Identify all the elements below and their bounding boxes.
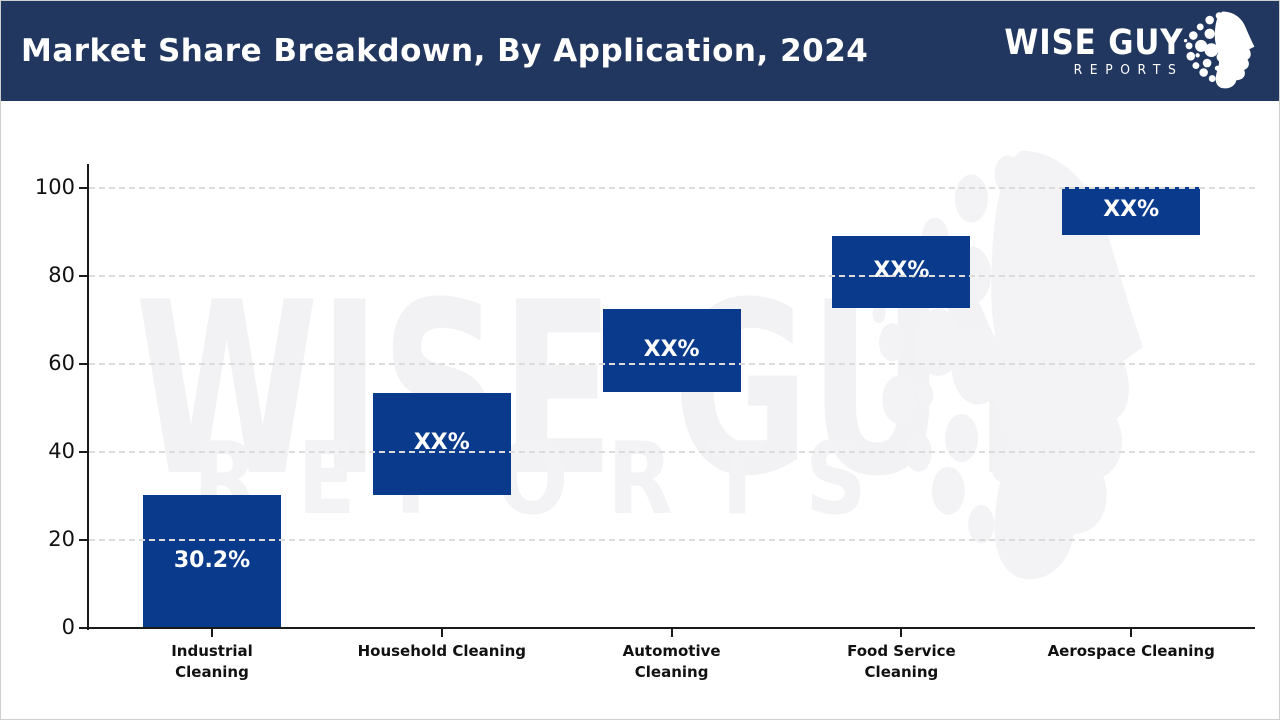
x-tick-label-line: Industrial (171, 642, 253, 660)
header: Market Share Breakdown, By Application, … (1, 1, 1279, 101)
bar-value-label: XX% (643, 336, 700, 362)
y-tick-label: 40 (48, 439, 75, 463)
x-tick-label: Industrial Cleaning (97, 641, 327, 683)
bar (1062, 187, 1201, 235)
y-tick (79, 363, 88, 365)
bar (143, 495, 281, 628)
y-tick (79, 627, 88, 629)
x-tick-label-line: Cleaning (634, 663, 709, 681)
x-tick (900, 629, 903, 637)
gridline (89, 363, 1255, 365)
gridline (89, 451, 1255, 453)
x-tick-label-line: Aerospace Cleaning (1047, 642, 1215, 660)
page-title: Market Share Breakdown, By Application, … (21, 33, 869, 69)
logo-text: WISE GUY REPORTS (980, 22, 1183, 78)
chart-area: WISE GUY REPORTS 0 20 40 60 80 100 30.2% Indust… (1, 101, 1279, 719)
y-tick (79, 275, 88, 277)
x-tick-label-line: Cleaning (175, 663, 249, 681)
x-tick (1130, 629, 1133, 637)
logo-subtitle: REPORTS (1073, 62, 1183, 78)
y-tick-label: 0 (61, 615, 75, 639)
bar-value-label: XX% (1103, 196, 1160, 222)
bar-value-label: 30.2% (173, 547, 251, 573)
x-axis-line (87, 627, 1255, 629)
wise-guy-logo: WISE GUY REPORTS (980, 7, 1263, 95)
x-tick-label: Aerospace Cleaning (1016, 641, 1246, 662)
x-tick-label-line: Food Service (847, 642, 956, 660)
x-tick-label-line: Household Cleaning (357, 642, 526, 660)
y-tick-label: 80 (48, 263, 75, 287)
watermark-subtitle: REPORTS (193, 420, 906, 537)
x-tick (670, 629, 673, 637)
bar-value-label: XX% (873, 258, 930, 284)
x-tick (211, 629, 213, 637)
gridline (89, 275, 1255, 277)
y-tick (79, 539, 88, 541)
x-tick-label: Household Cleaning (327, 641, 557, 662)
y-tick-label: 100 (34, 175, 75, 199)
wise-guy-head-icon (1183, 11, 1255, 89)
y-tick-label: 60 (48, 351, 75, 375)
bar (372, 393, 511, 496)
x-tick-label: Food Service Cleaning (786, 641, 1016, 683)
logo-wordmark: WISE GUY (1003, 22, 1183, 63)
y-tick-label: 20 (48, 527, 75, 551)
gridline (89, 539, 1255, 541)
x-tick-label-line: Automotive (622, 642, 721, 660)
x-tick-label-line: Cleaning (864, 663, 939, 681)
x-tick (440, 629, 443, 637)
x-tick-label: Automotive Cleaning (557, 641, 787, 683)
y-tick (79, 187, 88, 189)
bar (602, 309, 741, 393)
bar (832, 236, 971, 308)
y-axis-line (87, 164, 89, 630)
y-tick (79, 451, 88, 453)
gridline (89, 187, 1255, 189)
bar-value-label: XX% (413, 430, 470, 456)
